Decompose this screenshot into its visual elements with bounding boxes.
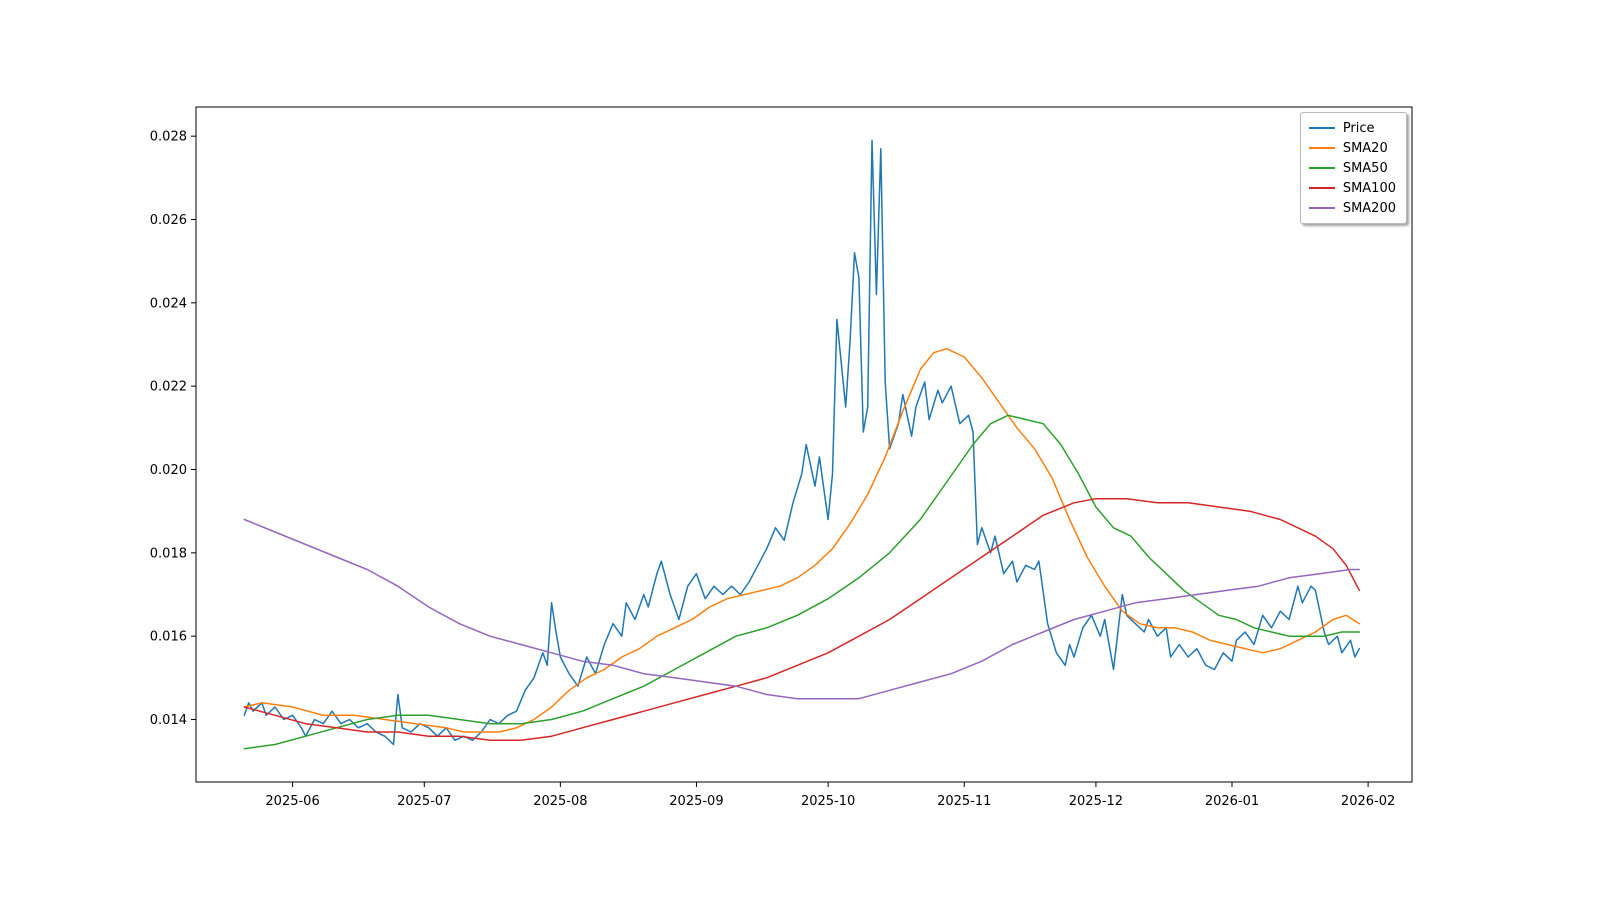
- chart-legend: Price SMA20 SMA50 SMA100 SMA200: [1299, 112, 1407, 224]
- x-tick-label: 2025-07: [397, 794, 451, 809]
- series-sma100-line: [243, 497, 1361, 742]
- y-tick-label: 0.018: [150, 546, 187, 561]
- legend-label: SMA50: [1342, 160, 1388, 176]
- legend-line-swatch: [1308, 127, 1335, 129]
- x-tick-label: 2025-06: [265, 794, 319, 809]
- x-tick-label: 2026-02: [1341, 794, 1395, 809]
- legend-item-sma100: SMA100: [1308, 178, 1396, 198]
- legend-line-swatch: [1308, 147, 1335, 149]
- y-tick-label: 0.024: [150, 296, 187, 311]
- y-tick-label: 0.016: [150, 630, 187, 645]
- x-axis: 2025-06 2025-07 2025-08 2025-09 2025-10 2025-…: [265, 782, 1395, 809]
- x-tick-label: 2026-01: [1205, 794, 1259, 809]
- x-tick-label: 2025-09: [669, 794, 723, 809]
- legend-label: Price: [1342, 120, 1375, 136]
- y-tick-label: 0.020: [150, 463, 187, 478]
- y-tick-label: 0.022: [150, 380, 187, 395]
- y-tick-label: 0.014: [150, 713, 187, 728]
- series-sma200-line: [243, 518, 1361, 700]
- series-price-line: [243, 139, 1361, 746]
- plot-frame: [195, 106, 1413, 783]
- x-tick-label: 2025-08: [533, 794, 587, 809]
- legend-item-sma50: SMA50: [1308, 158, 1396, 178]
- y-tick-label: 0.028: [150, 130, 187, 145]
- legend-label: SMA200: [1342, 200, 1396, 216]
- x-tick-label: 2025-10: [801, 794, 855, 809]
- series-sma20-line: [243, 347, 1361, 733]
- legend-line-swatch: [1308, 167, 1335, 169]
- x-tick-label: 2025-11: [937, 794, 991, 809]
- y-axis: 0.014 0.016 0.018 0.020 0.022 0.024 0.026 0.028: [150, 130, 196, 728]
- y-tick-label: 0.026: [150, 213, 187, 228]
- series-sma50-line: [243, 414, 1361, 750]
- legend-item-sma200: SMA200: [1308, 198, 1396, 218]
- legend-label: SMA100: [1342, 180, 1396, 196]
- legend-line-swatch: [1308, 207, 1335, 209]
- legend-label: SMA20: [1342, 140, 1388, 156]
- legend-line-swatch: [1308, 187, 1335, 189]
- legend-item-sma20: SMA20: [1308, 138, 1396, 158]
- x-tick-label: 2025-12: [1069, 794, 1123, 809]
- legend-item-price: Price: [1308, 118, 1396, 138]
